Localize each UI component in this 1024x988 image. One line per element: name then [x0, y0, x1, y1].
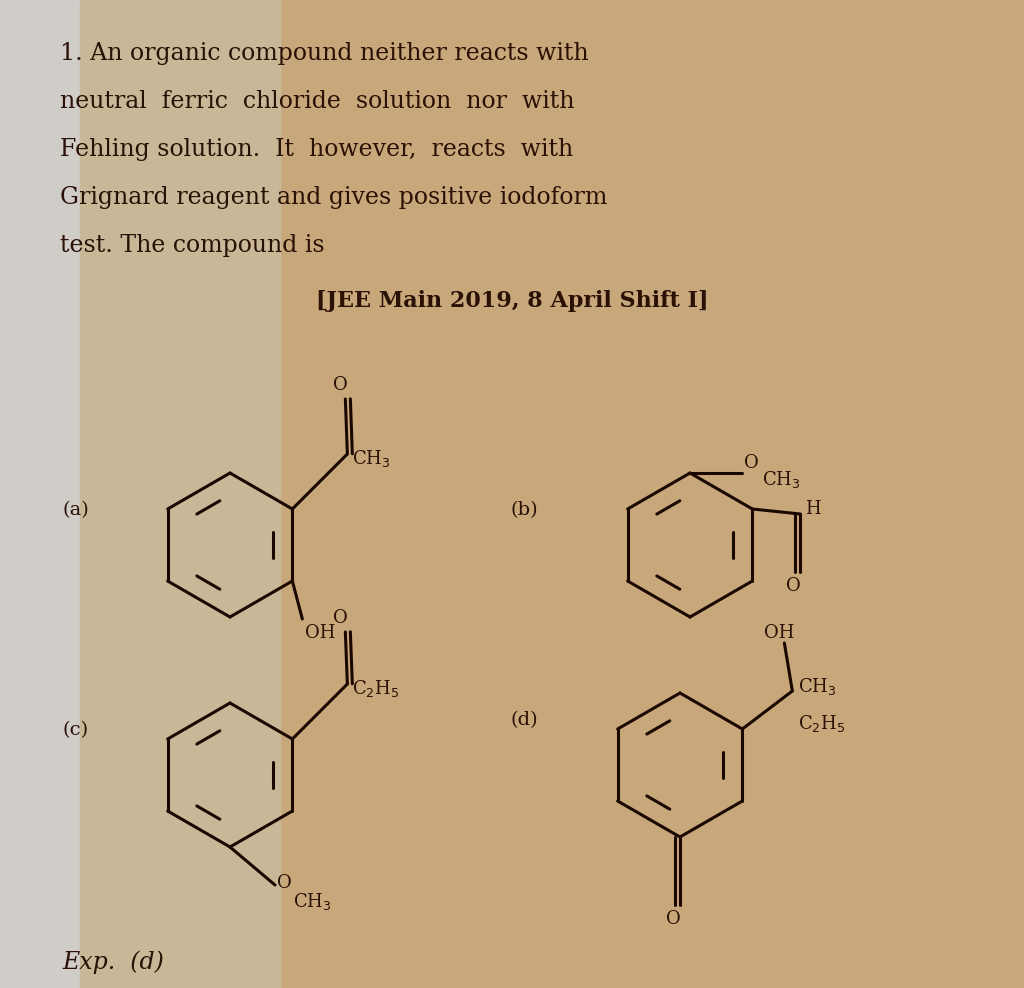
Text: (d): (d)	[510, 711, 538, 729]
Text: Grignard reagent and gives positive iodoform: Grignard reagent and gives positive iodo…	[60, 186, 607, 209]
Text: CH$_3$: CH$_3$	[799, 676, 837, 697]
Text: H: H	[805, 500, 821, 518]
Text: Exp.  (d): Exp. (d)	[62, 950, 164, 973]
Text: O: O	[278, 874, 292, 892]
Text: OH: OH	[764, 624, 795, 642]
Text: O: O	[666, 910, 681, 928]
Text: O: O	[334, 609, 348, 627]
Text: CH$_3$: CH$_3$	[293, 890, 332, 912]
Text: test. The compound is: test. The compound is	[60, 234, 325, 257]
Text: O: O	[786, 577, 801, 595]
Text: CH$_3$: CH$_3$	[762, 468, 801, 489]
Text: C$_2$H$_5$: C$_2$H$_5$	[799, 712, 846, 733]
Text: C$_2$H$_5$: C$_2$H$_5$	[352, 678, 399, 699]
Bar	[200, 0, 1024, 988]
Text: 1. An organic compound neither reacts with: 1. An organic compound neither reacts wi…	[60, 42, 589, 65]
Text: Fehling solution.  It  however,  reacts  with: Fehling solution. It however, reacts wit…	[60, 138, 573, 161]
Bar	[80, 0, 280, 988]
Text: (c): (c)	[62, 721, 88, 739]
Text: O: O	[334, 376, 348, 394]
Text: [JEE Main 2019, 8 April Shift I]: [JEE Main 2019, 8 April Shift I]	[315, 290, 709, 312]
Text: (a): (a)	[62, 501, 89, 519]
Text: (b): (b)	[510, 501, 538, 519]
Text: neutral  ferric  chloride  solution  nor  with: neutral ferric chloride solution nor wit…	[60, 90, 574, 113]
Text: OH: OH	[305, 624, 336, 642]
Text: O: O	[744, 454, 759, 472]
Text: CH$_3$: CH$_3$	[352, 448, 391, 468]
